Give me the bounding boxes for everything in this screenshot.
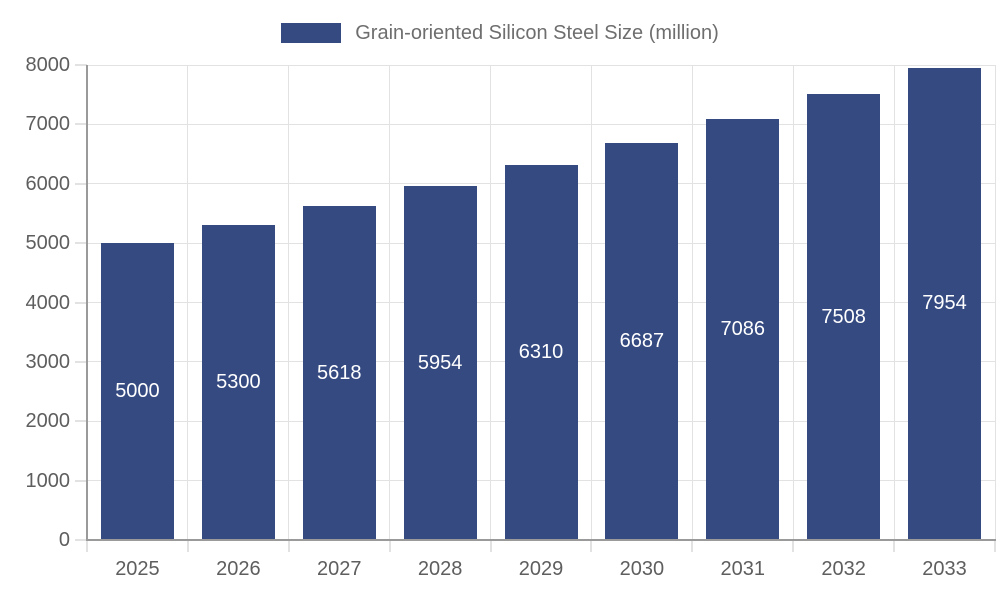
x-axis-label: 2026 <box>216 558 261 580</box>
bar-value-label: 6310 <box>518 341 564 364</box>
x-axis-tick <box>186 540 189 552</box>
x-axis-label: 2033 <box>922 558 967 580</box>
y-axis-label: 3000 <box>25 350 71 373</box>
bar-value-label: 5954 <box>417 351 463 374</box>
bar-value-label: 5300 <box>216 371 261 394</box>
y-axis-line <box>86 65 88 540</box>
x-axis-label: 2028 <box>417 558 463 580</box>
gridline-vertical <box>691 65 693 540</box>
x-axis-label: 2032 <box>821 558 866 580</box>
y-axis-tick <box>75 420 87 423</box>
gridline-vertical <box>187 65 189 540</box>
x-axis-tick <box>691 540 694 552</box>
gridline-vertical <box>389 65 391 540</box>
bar[interactable]: 5300 <box>201 225 275 540</box>
x-axis-label: 2029 <box>518 558 564 580</box>
y-axis-label: 2000 <box>25 410 71 433</box>
gridline-vertical <box>288 65 290 540</box>
x-axis-tick <box>792 540 795 552</box>
gridline-vertical <box>994 65 996 540</box>
y-axis-tick <box>75 301 87 304</box>
legend-label: Grain-oriented Silicon Steel Size (milli… <box>355 22 719 44</box>
gridline-horizontal <box>87 123 995 125</box>
plot-area: 5000 5300 5618 5954 6310 6687 7086 7508 7954 <box>87 64 996 540</box>
x-axis-tick <box>287 540 290 552</box>
gridline-vertical <box>590 65 592 540</box>
bar[interactable]: 6687 <box>605 142 679 540</box>
y-axis-label: 1000 <box>25 469 71 492</box>
legend-swatch <box>281 23 342 43</box>
y-axis-tick <box>75 479 87 482</box>
x-axis-tick <box>893 540 896 552</box>
bar[interactable]: 5618 <box>302 206 376 540</box>
bar[interactable]: 7508 <box>807 94 881 540</box>
y-axis-tick <box>75 123 87 126</box>
legend[interactable]: Grain-oriented Silicon Steel Size (milli… <box>0 21 1000 45</box>
x-axis-label: 2031 <box>720 558 766 580</box>
y-axis-label: 7000 <box>25 113 71 136</box>
y-axis-tick <box>75 539 87 541</box>
gridline-vertical <box>792 65 794 540</box>
y-axis-tick <box>75 64 87 66</box>
bar[interactable]: 6310 <box>504 165 578 540</box>
x-axis-label: 2025 <box>115 558 160 580</box>
y-axis-label: 6000 <box>25 172 71 195</box>
gridline-vertical <box>490 65 492 540</box>
bar[interactable]: 7954 <box>908 67 982 540</box>
x-axis-label: 2030 <box>619 558 665 580</box>
y-axis-label: 8000 <box>25 54 71 76</box>
bar[interactable]: 5000 <box>100 243 174 540</box>
bar-value-label: 7086 <box>720 318 766 341</box>
x-axis-tick <box>86 540 88 552</box>
bar[interactable]: 5954 <box>403 186 477 540</box>
x-axis-tick <box>590 540 593 552</box>
x-axis-line <box>86 539 996 541</box>
y-axis-tick <box>75 182 87 185</box>
bar-value-label: 5000 <box>115 380 160 403</box>
y-axis-label: 0 <box>58 529 70 551</box>
y-axis-label: 5000 <box>25 232 71 255</box>
bar[interactable]: 7086 <box>706 119 780 540</box>
x-axis-label: 2027 <box>316 558 362 580</box>
y-axis-tick <box>75 360 87 363</box>
bar-value-label: 6687 <box>619 329 665 352</box>
x-axis-tick <box>994 540 996 552</box>
bar-value-label: 7954 <box>922 292 967 315</box>
x-axis-tick <box>489 540 492 552</box>
bar-value-label: 5618 <box>316 361 362 384</box>
gridline-vertical <box>893 65 895 540</box>
y-axis-label: 4000 <box>25 291 71 314</box>
bar-value-label: 7508 <box>821 305 866 328</box>
y-axis-tick <box>75 242 87 245</box>
x-axis-tick <box>388 540 391 552</box>
gridline-horizontal <box>87 64 995 66</box>
